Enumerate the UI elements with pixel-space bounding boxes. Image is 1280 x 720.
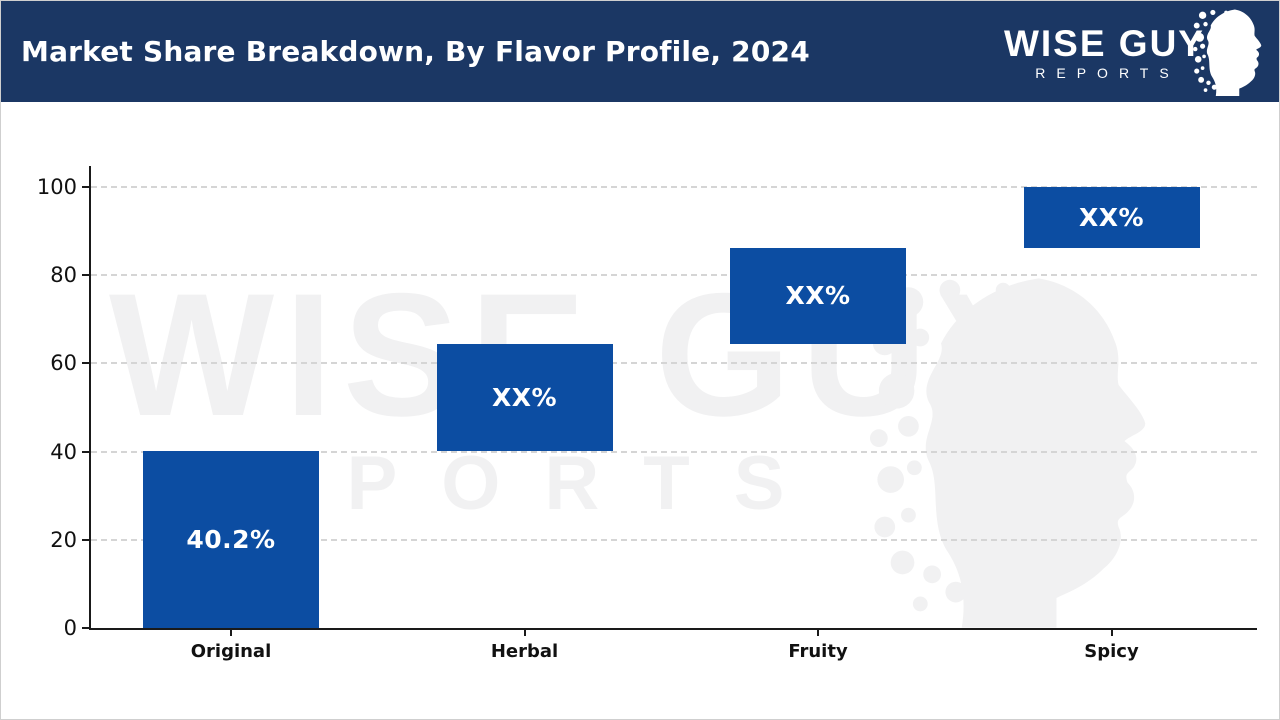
y-axis-line [89, 166, 91, 630]
y-tick-mark [82, 186, 91, 188]
x-tick-mark [230, 628, 232, 636]
y-axis-tick-label: 100 [36, 175, 77, 199]
x-tick-mark [1110, 628, 1113, 636]
x-axis-category-label: Spicy [1084, 641, 1139, 662]
bar-original: 40.2% [143, 450, 319, 628]
logo-wordmark: WISE GUY [1003, 22, 1205, 64]
y-tick-mark [82, 538, 91, 541]
x-tick-mark [817, 628, 819, 636]
x-axis-category-label: Original [190, 641, 272, 662]
bar-herbal: XX% [436, 343, 613, 451]
wise-guy-head-icon [1193, 8, 1262, 96]
waterfall-chart: WISE GUY REPORTS 0 20 40 60 80 100 40.2% Origin… [1, 102, 1279, 719]
x-tick-mark [523, 628, 526, 636]
gridline-100 [91, 186, 1257, 188]
y-axis-tick-label: 60 [50, 351, 77, 376]
y-axis-tick-label: 80 [50, 263, 77, 288]
logo-subtitle: REPORTS [1035, 64, 1180, 81]
page-title: Market Share Breakdown, By Flavor Profil… [21, 35, 810, 68]
y-axis-tick-label: 0 [63, 616, 77, 640]
bar-value-label: XX% [785, 281, 851, 311]
y-axis-tick-label: 40 [50, 439, 77, 464]
y-tick-mark [82, 362, 91, 365]
y-tick-mark [82, 274, 91, 277]
header: Market Share Breakdown, By Flavor Profil… [1, 1, 1279, 102]
gridline-20 [91, 538, 1257, 541]
bar-value-label: XX% [1078, 202, 1145, 232]
gridline-40 [91, 450, 1257, 453]
logo-text: WISE GUY REPORTS [1004, 25, 1205, 81]
x-axis-category-label: Herbal [490, 641, 559, 662]
y-tick-mark [82, 450, 91, 453]
y-axis-tick-label: 20 [50, 527, 77, 552]
bar-value-label: 40.2% [186, 524, 276, 554]
gridline-80 [91, 274, 1257, 277]
wise-guy-logo: WISE GUY REPORTS [1004, 1, 1267, 102]
x-axis-line [89, 628, 1257, 630]
bar-spicy: XX% [1023, 187, 1200, 248]
x-axis-category-label: Fruity [788, 641, 848, 662]
bar-fruity: XX% [730, 247, 906, 344]
y-tick-mark [82, 627, 91, 629]
gridline-60 [91, 362, 1257, 365]
bar-value-label: XX% [491, 382, 558, 412]
